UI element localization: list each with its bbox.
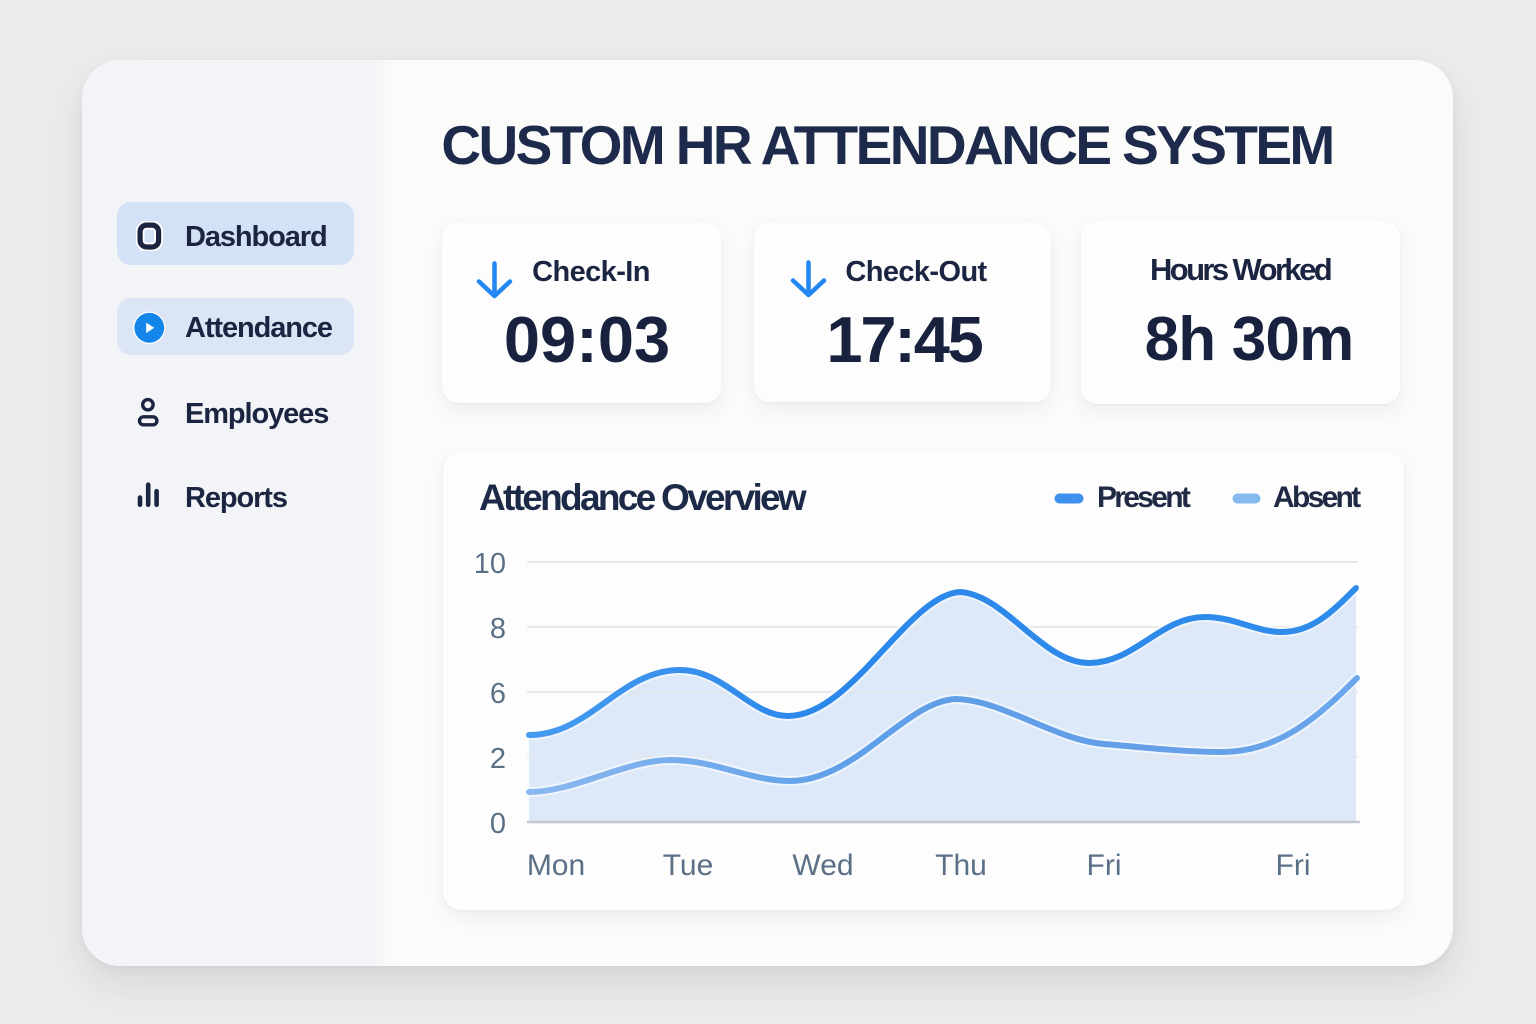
svg-text:2: 2: [490, 743, 506, 775]
svg-text:Wed: Wed: [792, 849, 853, 882]
svg-text:8: 8: [490, 613, 506, 645]
svg-text:Fri: Fri: [1276, 849, 1311, 882]
svg-text:Mon: Mon: [527, 849, 585, 882]
svg-text:6: 6: [490, 678, 506, 710]
svg-text:Tue: Tue: [663, 849, 714, 882]
svg-text:0: 0: [490, 808, 506, 840]
svg-text:Thu: Thu: [935, 849, 987, 882]
svg-text:Fri: Fri: [1087, 849, 1122, 882]
svg-text:10: 10: [474, 548, 506, 580]
